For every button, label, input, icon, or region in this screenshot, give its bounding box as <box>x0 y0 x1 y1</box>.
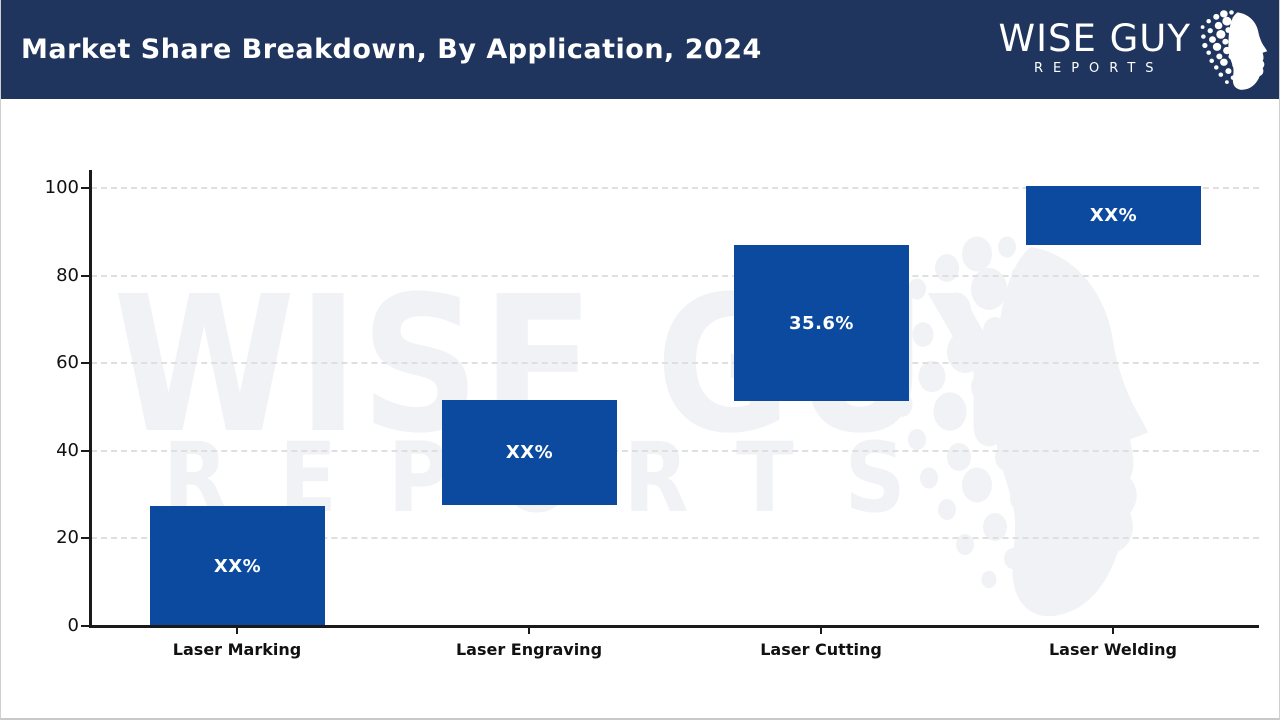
bar-value-label: XX% <box>1089 205 1138 226</box>
brand-name: WISE GUY <box>998 17 1191 60</box>
x-tick-1 <box>528 627 530 634</box>
x-category-label: Laser Welding <box>1048 640 1178 659</box>
brand-logo-text: WISE GUY REPORTS <box>998 17 1191 77</box>
y-tick-label-20: 20 <box>56 527 79 549</box>
x-tick-3 <box>1112 627 1114 634</box>
gridline-40 <box>91 449 1259 452</box>
x-category-label: Laser Marking <box>172 640 302 659</box>
y-tick-0 <box>81 625 89 627</box>
header: Market Share Breakdown, By Application, … <box>1 0 1279 99</box>
brand-logo: WISE GUY REPORTS <box>999 6 1271 96</box>
gridline-60 <box>91 362 1259 365</box>
y-tick-80 <box>81 274 89 277</box>
x-tick-2 <box>820 627 822 634</box>
y-tick-20 <box>81 537 89 540</box>
gridline-100 <box>91 187 1259 189</box>
x-category-label: Laser Cutting <box>760 640 882 659</box>
y-tick-60 <box>81 362 89 365</box>
y-tick-label-0: 0 <box>67 615 79 636</box>
gridline-20 <box>91 537 1259 540</box>
page-title: Market Share Breakdown, By Application, … <box>21 34 762 65</box>
y-tick-label-40: 40 <box>56 439 79 461</box>
brand-subname: REPORTS <box>1033 61 1164 76</box>
bar-laser-cutting: 35.6% <box>734 245 909 401</box>
y-tick-label-60: 60 <box>56 352 79 374</box>
bar-laser-welding: XX% <box>1026 186 1201 245</box>
y-tick-100 <box>81 187 89 189</box>
bar-value-label: 35.6% <box>789 312 854 334</box>
y-tick-label-100: 100 <box>44 177 79 198</box>
bar-value-label: XX% <box>213 555 262 577</box>
bar-laser-marking: XX% <box>150 506 325 626</box>
gridline-80 <box>91 274 1259 277</box>
x-tick-0 <box>236 627 238 634</box>
y-tick-label-80: 80 <box>56 264 79 286</box>
bar-value-label: XX% <box>505 442 554 463</box>
y-axis-line <box>89 170 92 628</box>
x-category-label: Laser Engraving <box>455 640 603 659</box>
bar-laser-engraving: XX% <box>442 400 617 505</box>
x-axis-line <box>89 625 1259 628</box>
wiseguy-head-icon <box>1200 10 1268 90</box>
y-tick-40 <box>81 449 89 452</box>
